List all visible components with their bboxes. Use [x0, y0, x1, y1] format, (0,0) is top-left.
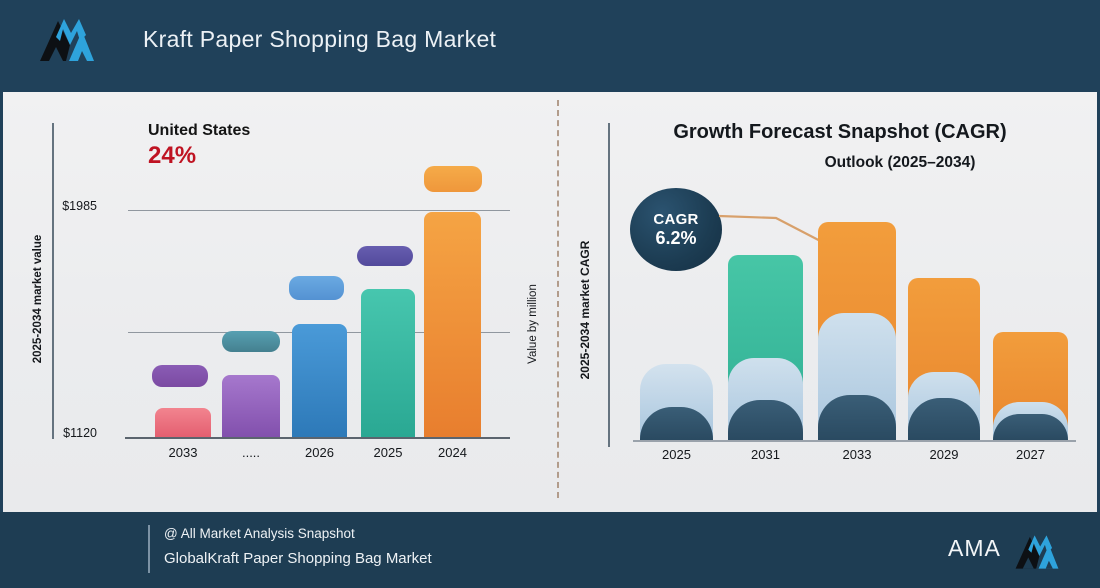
right-chart-y-axis-label: 2025-2034 market CAGR — [578, 240, 592, 380]
bar-2024 — [424, 212, 481, 437]
left-chart-x-axis-line — [125, 437, 510, 439]
cagr-badge-value: 6.2% — [655, 227, 697, 248]
footer-line2: GlobalKraft Paper Shopping Bag Market — [164, 550, 432, 567]
right-chart-title: Growth Forecast Snapshot (CAGR) — [673, 121, 1007, 143]
left-chart-right-axis-label: Value by million — [527, 284, 539, 364]
cagr-connector-line — [718, 214, 831, 247]
x-axis-label-2026: 2026 — [305, 445, 334, 460]
bar-2026 — [292, 324, 347, 437]
x-axis-label-2033: 2033 — [842, 447, 872, 462]
vertical-dashed-divider — [557, 100, 559, 498]
cagr-badge: CAGR 6.2% — [630, 188, 722, 271]
footer-divider-rule — [148, 525, 150, 573]
left-chart-y-axis-label: 2025-2034 market value — [32, 234, 44, 364]
bar-2033 — [155, 408, 211, 437]
x-axis-label-2027: 2027 — [1016, 447, 1045, 462]
header-bar: Kraft Paper Shopping Bag Market — [0, 0, 1100, 92]
bar-cap-2024 — [424, 166, 482, 192]
bar-2027-segment-dome — [993, 414, 1068, 440]
bar-..... — [222, 375, 280, 437]
bar-2025 — [361, 289, 415, 437]
right-chart-subtitle: Outlook (2025–2034) — [824, 154, 976, 171]
bar-cap-..... — [222, 331, 280, 352]
content-panel: 2025-2034 market value $1985 $1120 2033.… — [3, 92, 1097, 512]
right-chart-y-axis-line — [608, 123, 610, 447]
bar-2031-segment-dome — [728, 400, 803, 440]
footer-bar: @ All Market Analysis Snapshot GlobalKra… — [0, 512, 1100, 588]
footer-line1: @ All Market Analysis Snapshot — [164, 526, 355, 541]
ama-mountain-logo-icon — [40, 19, 94, 61]
footer-brand-text: AMA — [948, 535, 1001, 561]
bar-cap-2033 — [152, 365, 208, 387]
left-chart-tick-1120: $1120 — [63, 426, 97, 440]
right-chart-x-axis-line — [633, 440, 1076, 442]
x-axis-label-2033: 2033 — [168, 445, 198, 460]
page-title: Kraft Paper Shopping Bag Market — [143, 26, 497, 52]
bar-cap-2026 — [289, 276, 344, 300]
bar-2029-segment-dome — [908, 398, 980, 440]
x-axis-label-.....: ..... — [241, 445, 261, 460]
x-axis-label-2029: 2029 — [929, 447, 959, 462]
bar-cap-2025 — [357, 246, 413, 266]
cagr-badge-label: CAGR — [653, 210, 699, 228]
bar-2033-segment-dome — [818, 395, 896, 440]
x-axis-label-2025: 2025 — [373, 445, 403, 460]
x-axis-label-2031: 2031 — [751, 447, 780, 462]
x-axis-label-2024: 2024 — [438, 445, 467, 460]
left-gridline-0 — [128, 210, 510, 211]
x-axis-label-2025: 2025 — [662, 447, 691, 462]
ama-mountain-logo-icon — [1015, 535, 1059, 569]
left-chart-y-axis-line — [52, 123, 54, 439]
left-chart-tick-1985: $1985 — [62, 199, 97, 213]
region-highlight-percent: 24% — [148, 142, 197, 169]
region-label: United States — [148, 122, 251, 139]
